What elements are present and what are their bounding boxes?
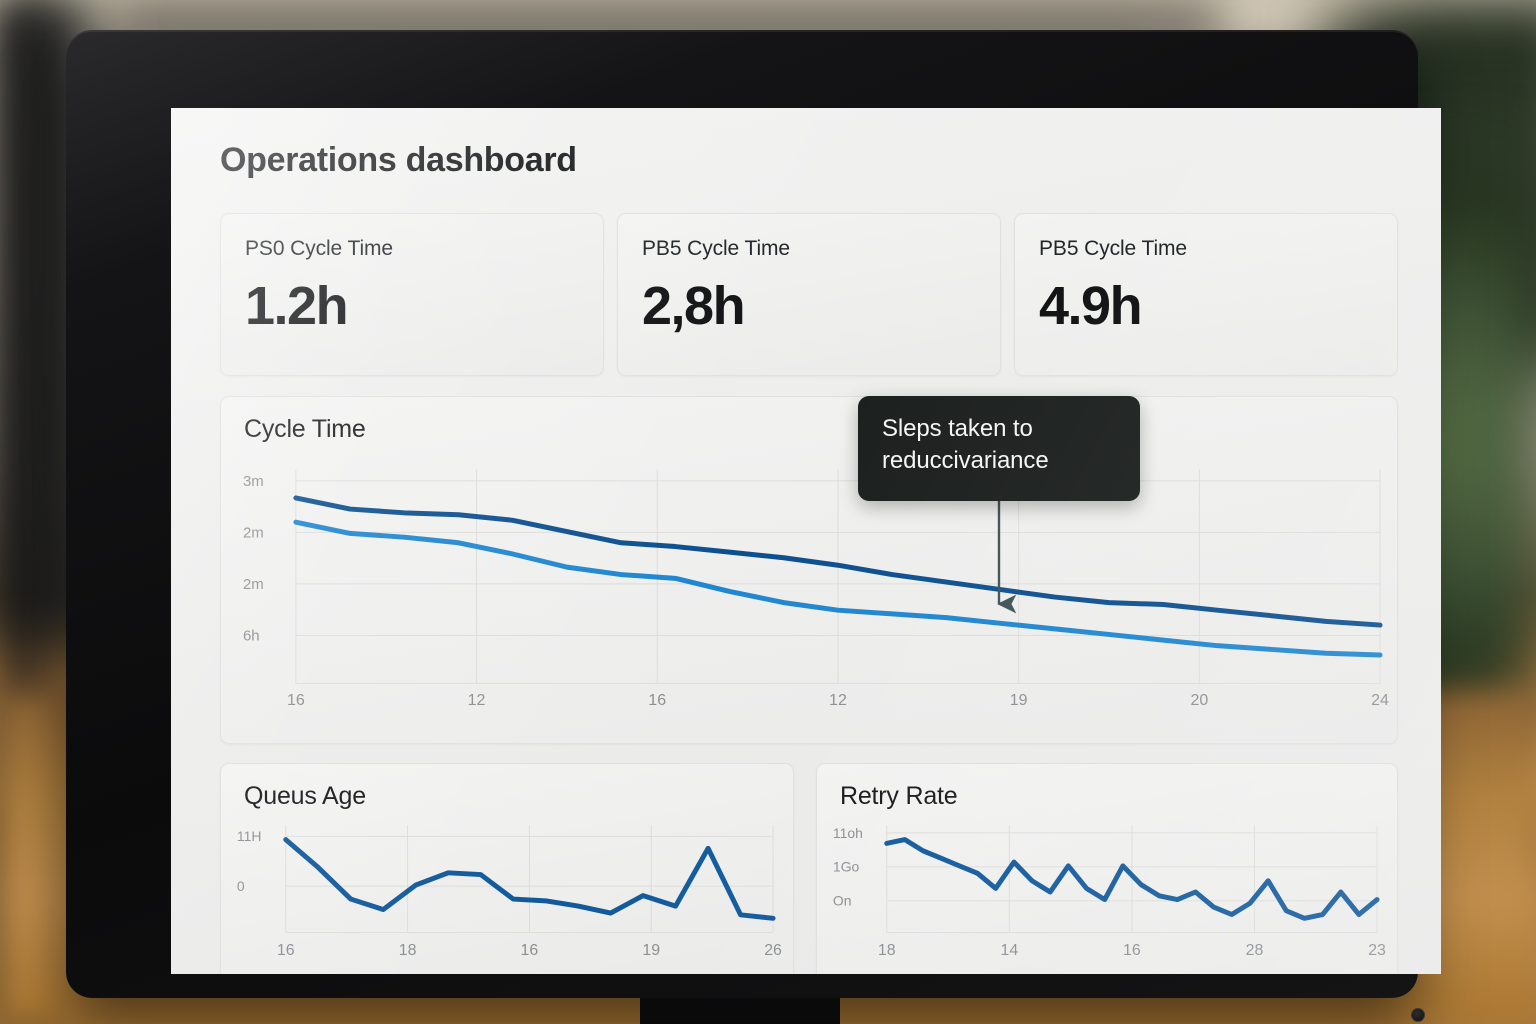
kpi-value: 2,8h: [642, 276, 746, 336]
x-axis-tick-label: 19: [1010, 692, 1028, 709]
chart-title: Retry Rate: [840, 782, 958, 810]
page-title: Operations dashboard: [220, 141, 577, 179]
annotation-line-2: reduccivariance: [882, 446, 1049, 474]
x-axis-tick-label: 28: [1246, 942, 1264, 959]
kpi-card-ps0-cycle-time[interactable]: PS0 Cycle Time 1.2h: [220, 213, 604, 376]
x-axis-tick-label: 23: [1368, 942, 1386, 959]
y-axis-tick-label: 2m: [243, 576, 264, 593]
x-axis-tick-label: 18: [878, 942, 896, 959]
y-axis-tick-label: 11oh: [833, 825, 863, 841]
kpi-card-pb5-cycle-time-2[interactable]: PB5 Cycle Time 4.9h: [1014, 213, 1398, 376]
chart-series-line: [293, 495, 1383, 628]
kpi-value: 4.9h: [1039, 276, 1143, 336]
x-axis-tick-label: 16: [648, 692, 666, 709]
retry-rate-line-chart[interactable]: 11oh 1Go On 18 14 16 28 23: [817, 764, 1397, 974]
monitor-screen: Operations dashboard PS0 Cycle Time 1.2h…: [171, 108, 1441, 974]
x-axis-tick-label: 14: [1000, 942, 1018, 959]
kpi-card-row: PS0 Cycle Time 1.2h PB5 Cycle Time 2,8h …: [220, 213, 1398, 376]
x-axis-tick-label: 16: [277, 942, 295, 959]
kpi-card-pb5-cycle-time-1[interactable]: PB5 Cycle Time 2,8h: [617, 213, 1001, 376]
y-axis-tick-label: 11H: [237, 828, 262, 844]
x-axis-tick-label: 16: [1123, 942, 1141, 959]
annotation-tooltip[interactable]: Sleps taken to reduccivariance: [858, 396, 1140, 501]
chart-title: Queus Age: [244, 782, 366, 810]
x-axis-tick-label: 16: [287, 692, 305, 709]
chart-panel-retry-rate: Retry Rate 11oh 1Go On 18 14 16 28 23: [816, 763, 1398, 974]
chart-panel-queue-age: Queus Age 11H 0 16 18 16 19 26: [220, 763, 794, 974]
annotation-line-1: Sleps taken to: [882, 415, 1033, 442]
x-axis-tick-label: 19: [642, 942, 660, 959]
y-axis-tick-label: 0: [237, 878, 245, 894]
x-axis-tick-label: 18: [399, 942, 417, 959]
computer-monitor: Operations dashboard PS0 Cycle Time 1.2h…: [66, 30, 1441, 1022]
kpi-label: PS0 Cycle Time: [245, 237, 393, 260]
kpi-value: 1.2h: [245, 276, 349, 336]
x-axis-tick-label: 12: [468, 692, 486, 709]
kpi-label: PB5 Cycle Time: [642, 237, 790, 260]
power-led-icon[interactable]: [1411, 1008, 1425, 1022]
x-axis-tick-label: 20: [1190, 692, 1208, 709]
chart-series-line: [884, 837, 1380, 921]
x-axis-tick-label: 24: [1371, 692, 1389, 709]
cycle-time-line-chart[interactable]: 3m 2m 2m 6h 16 12 16 12 19 20 24: [221, 397, 1397, 743]
queue-age-line-chart[interactable]: 11H 0 16 18 16 19 26: [221, 764, 793, 974]
x-axis-tick-label: 12: [829, 692, 847, 709]
chart-panel-cycle-time: Cycle Time 3m 2m 2m 6h 16 12 16 12 19 20 24: [220, 396, 1398, 744]
kpi-label: PB5 Cycle Time: [1039, 237, 1187, 260]
chart-series-line: [293, 519, 1383, 658]
x-axis-tick-label: 16: [521, 942, 539, 959]
y-axis-tick-label: 1Go: [833, 859, 860, 875]
y-axis-tick-label: 2m: [243, 525, 264, 542]
y-axis-tick-label: On: [833, 893, 852, 909]
x-axis-tick-label: 26: [764, 942, 782, 959]
chart-series-line: [283, 837, 776, 921]
y-axis-tick-label: 6h: [243, 628, 260, 645]
chart-title: Cycle Time: [244, 415, 366, 443]
y-axis-tick-label: 3m: [243, 473, 264, 490]
